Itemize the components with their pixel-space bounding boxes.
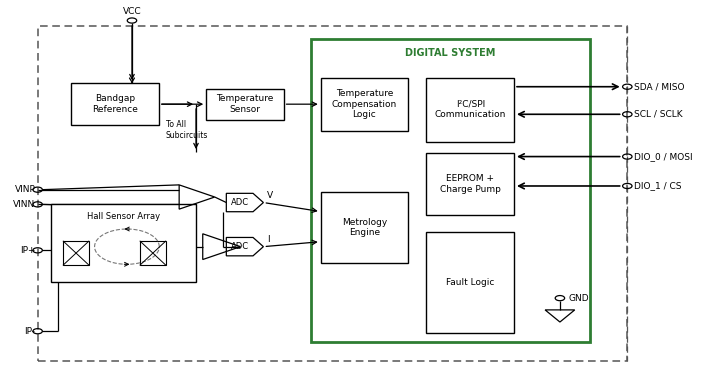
FancyBboxPatch shape — [63, 241, 89, 265]
Text: Temperature
Sensor: Temperature Sensor — [216, 95, 274, 114]
Text: VCC: VCC — [123, 7, 141, 16]
Text: V: V — [267, 191, 273, 200]
Text: Bandgap
Reference: Bandgap Reference — [92, 95, 138, 114]
Text: GND: GND — [568, 294, 589, 303]
Text: VINP: VINP — [15, 185, 36, 194]
FancyBboxPatch shape — [427, 77, 514, 142]
Text: DIO_0 / MOSI: DIO_0 / MOSI — [634, 152, 693, 161]
FancyBboxPatch shape — [321, 77, 409, 131]
Text: Metrology
Engine: Metrology Engine — [342, 218, 387, 237]
Text: Hall Sensor Array: Hall Sensor Array — [87, 212, 160, 221]
FancyBboxPatch shape — [206, 88, 284, 120]
Text: DIO_1 / CS: DIO_1 / CS — [634, 182, 682, 190]
FancyBboxPatch shape — [427, 153, 514, 215]
Text: ADC: ADC — [230, 242, 249, 251]
Text: ADC: ADC — [230, 198, 249, 207]
FancyBboxPatch shape — [140, 241, 166, 265]
Text: EEPROM +
Charge Pump: EEPROM + Charge Pump — [440, 174, 501, 194]
Text: VINN: VINN — [13, 200, 36, 209]
Text: Temperature
Compensation
Logic: Temperature Compensation Logic — [332, 89, 397, 119]
FancyBboxPatch shape — [72, 83, 159, 125]
Text: IP-: IP- — [25, 327, 36, 336]
FancyBboxPatch shape — [427, 232, 514, 333]
Text: To All
Subcircuits: To All Subcircuits — [166, 120, 208, 140]
Text: SCL / SCLK: SCL / SCLK — [634, 110, 682, 119]
FancyBboxPatch shape — [51, 205, 196, 282]
Text: IP+: IP+ — [20, 246, 36, 255]
Text: Fault Logic: Fault Logic — [446, 278, 494, 287]
Text: I²C/SPI
Communication: I²C/SPI Communication — [435, 100, 506, 119]
Text: DIGITAL SYSTEM: DIGITAL SYSTEM — [405, 48, 496, 58]
FancyBboxPatch shape — [321, 192, 409, 263]
Text: SDA / MISO: SDA / MISO — [634, 82, 684, 91]
Text: I: I — [267, 235, 270, 244]
